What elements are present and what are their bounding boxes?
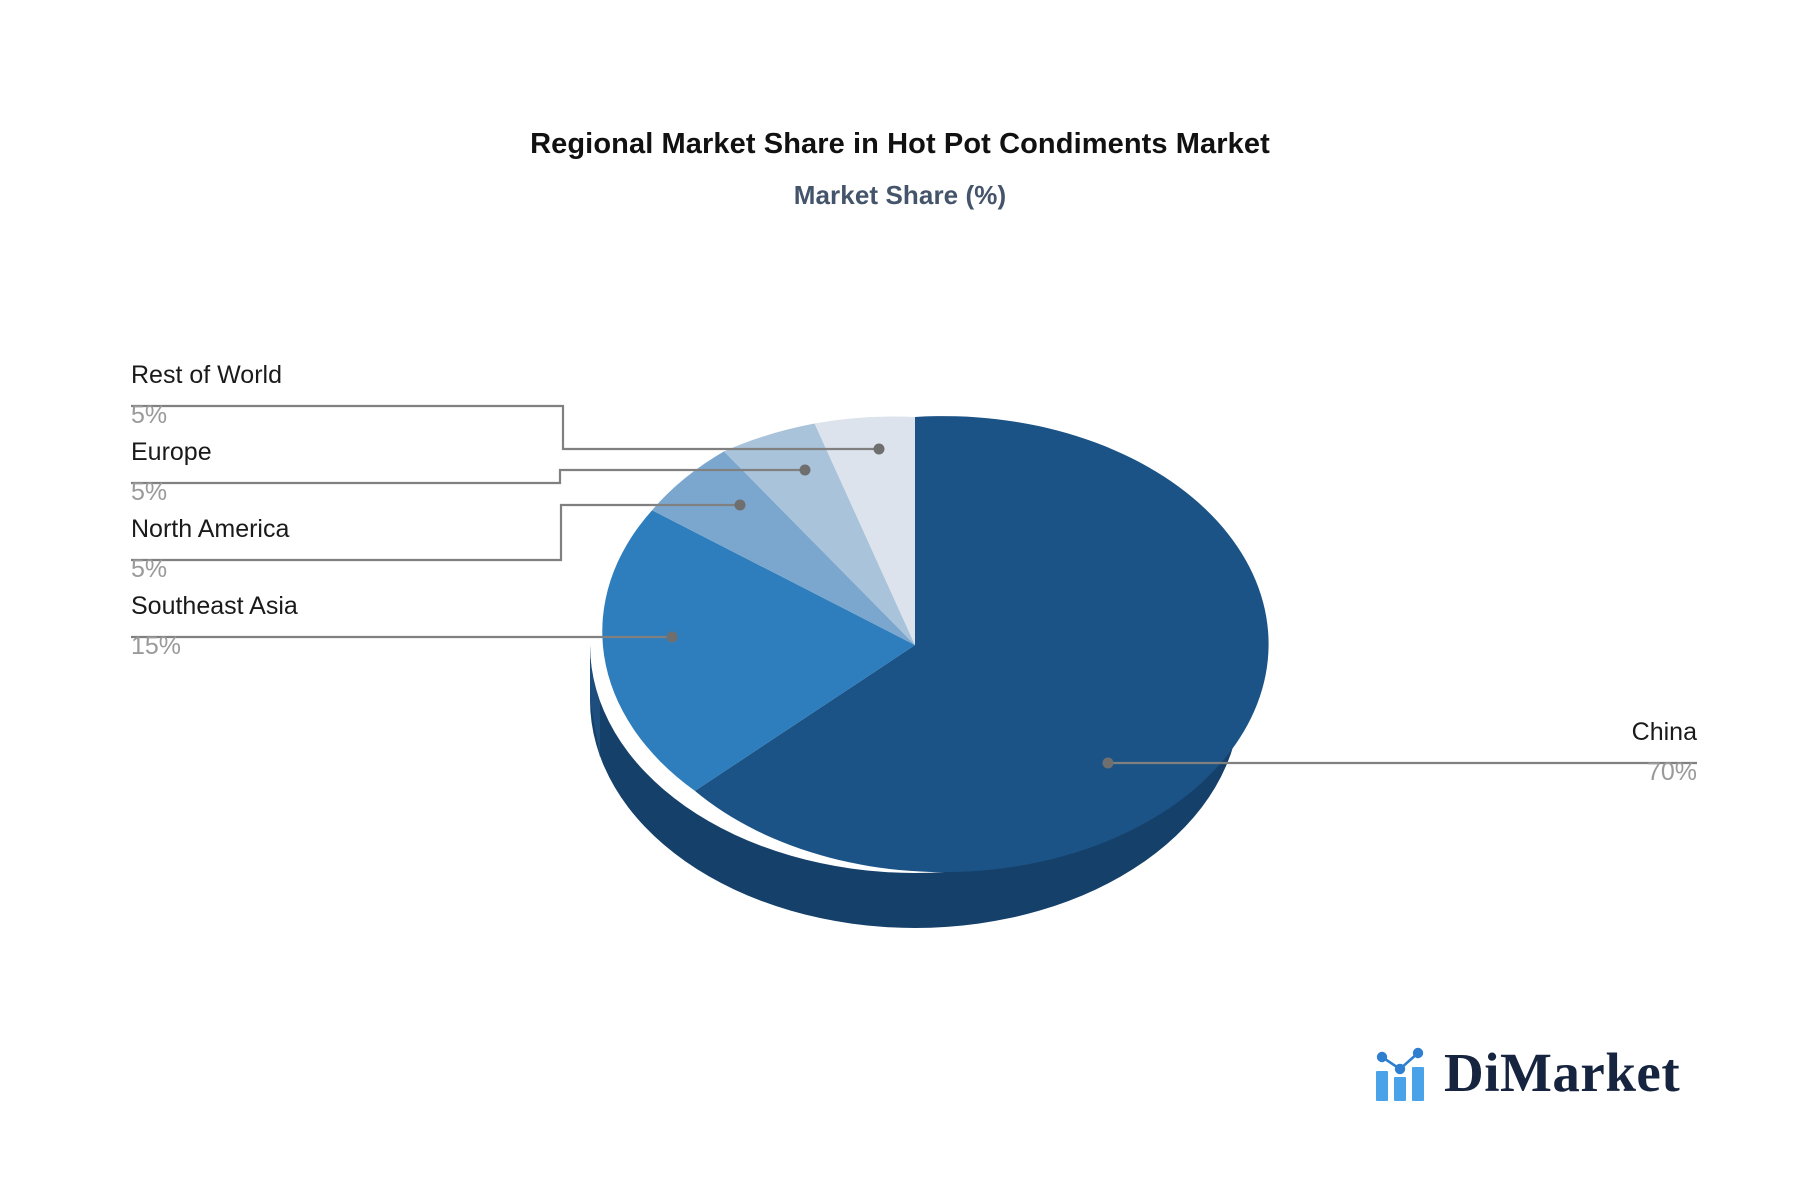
callout-value-europe: 5% [131,478,168,506]
leader-lines [131,404,1697,765]
bar-chart-icon [1376,1047,1424,1101]
callout-value-rest-of-world: 5% [131,401,168,429]
chart-subtitle: Market Share (%) [793,180,1007,211]
logo-wordmark: DiMarket [1444,1041,1681,1103]
pie-slice-rest-of-world[interactable] [814,416,915,645]
callout-china[interactable]: China 70% [1632,717,1697,787]
leader-dot-europe [799,464,811,476]
pie-slice-china[interactable] [694,416,1269,873]
callout-value-southeast-asia: 15% [131,632,182,660]
callout-southeast-asia[interactable]: Southeast Asia 15% [131,591,298,661]
leader-dot-southeast-asia [666,631,678,643]
callout-label-southeast-asia: Southeast Asia [131,592,298,620]
pie-slice-europe[interactable] [724,423,915,646]
callout-label-europe: Europe [131,438,212,466]
callout-value-china: 70% [1646,758,1697,786]
leader-dot-china [1102,757,1114,769]
callout-label-china: China [1631,718,1697,746]
callout-value-north-america: 5% [131,555,168,583]
callout-label-rest-of-world: Rest of World [131,361,282,389]
page-title: Regional Market Share in Hot Pot Condime… [530,128,1270,160]
callout-europe[interactable]: Europe 5% [131,437,212,507]
dimarket-logo: DiMarket [1372,1037,1680,1107]
pie-3d-depth [589,645,1240,928]
pie-slice-north-america[interactable] [652,451,915,645]
callout-label-north-america: North America [131,515,290,543]
leader-dot-north-america [734,499,746,511]
leader-dots [666,443,1114,769]
title-block: Regional Market Share in Hot Pot Condime… [0,126,1800,212]
callout-rest-of-world[interactable]: Rest of World 5% [131,360,282,430]
leader-line-rest-of-world [131,404,879,451]
pie-slice-southeast-asia[interactable] [602,510,915,791]
pie-slices [602,416,1269,873]
leader-dot-rest-of-world [873,443,885,455]
callout-north-america[interactable]: North America 5% [131,514,289,584]
leader-line-europe [131,468,805,485]
leader-line-north-america [131,503,740,562]
